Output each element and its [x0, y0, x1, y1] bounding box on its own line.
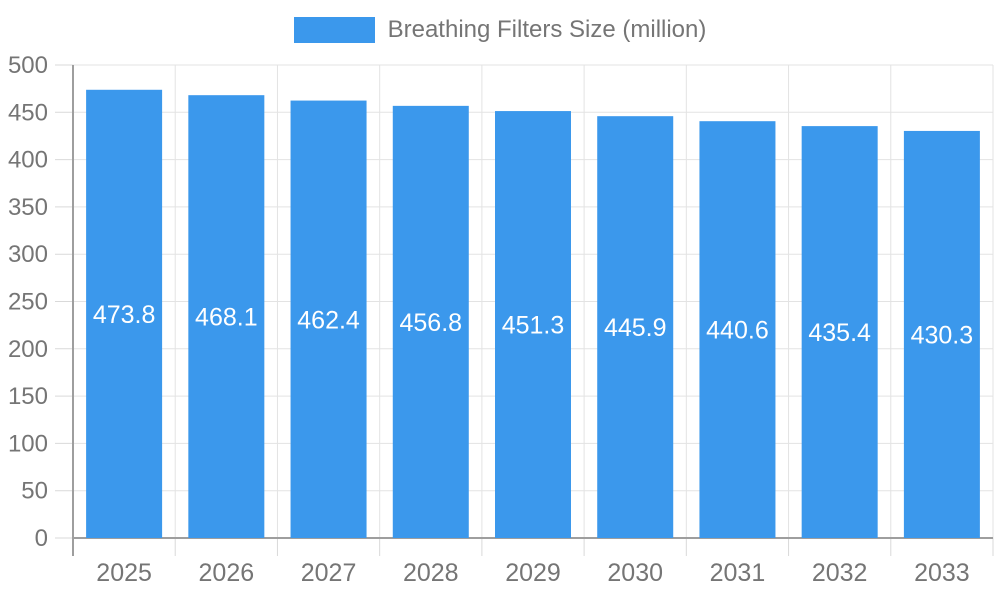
bar: [188, 95, 265, 538]
x-axis-label: 2026: [199, 559, 255, 587]
bar-value-label: 468.1: [195, 304, 258, 332]
x-axis-label: 2028: [403, 559, 459, 587]
y-axis-label: 150: [8, 383, 48, 410]
bar-value-label: 473.8: [93, 301, 156, 329]
bar-value-label: 445.9: [604, 314, 667, 342]
bar-value-label: 440.6: [706, 317, 769, 345]
bar: [86, 89, 163, 538]
x-axis-label: 2032: [812, 559, 868, 587]
bar: [392, 105, 469, 539]
y-axis-label: 450: [8, 99, 48, 126]
bar: [903, 130, 980, 538]
x-axis-label: 2033: [914, 559, 970, 587]
bar: [597, 116, 674, 539]
bar-value-label: 435.4: [808, 319, 871, 347]
x-axis-label: 2029: [505, 559, 561, 587]
y-axis-label: 200: [8, 336, 48, 363]
y-axis-label: 350: [8, 194, 48, 221]
bar: [801, 126, 878, 538]
bar-value-label: 456.8: [399, 309, 462, 337]
bar-value-label: 462.4: [297, 306, 360, 334]
y-axis-label: 400: [8, 147, 48, 174]
y-axis-label: 50: [21, 478, 48, 505]
y-axis-label: 0: [35, 525, 48, 552]
y-axis-label: 500: [8, 52, 48, 79]
bar: [495, 111, 571, 539]
bar: [290, 100, 367, 538]
bar: [699, 121, 776, 539]
x-axis-label: 2031: [710, 559, 766, 587]
x-axis-label: 2030: [607, 559, 663, 587]
y-axis-label: 300: [8, 241, 48, 268]
bar-value-label: 451.3: [502, 312, 565, 340]
y-axis-label: 100: [8, 430, 48, 457]
legend: Breathing Filters Size (million): [0, 4, 1000, 56]
y-axis-label: 250: [8, 289, 48, 316]
legend-item[interactable]: Breathing Filters Size (million): [293, 16, 707, 43]
x-axis-label: 2025: [96, 559, 152, 587]
legend-swatch-icon: [293, 17, 375, 43]
bar-value-label: 430.3: [911, 321, 974, 349]
legend-label: Breathing Filters Size (million): [387, 16, 707, 43]
x-axis-label: 2027: [301, 559, 357, 587]
